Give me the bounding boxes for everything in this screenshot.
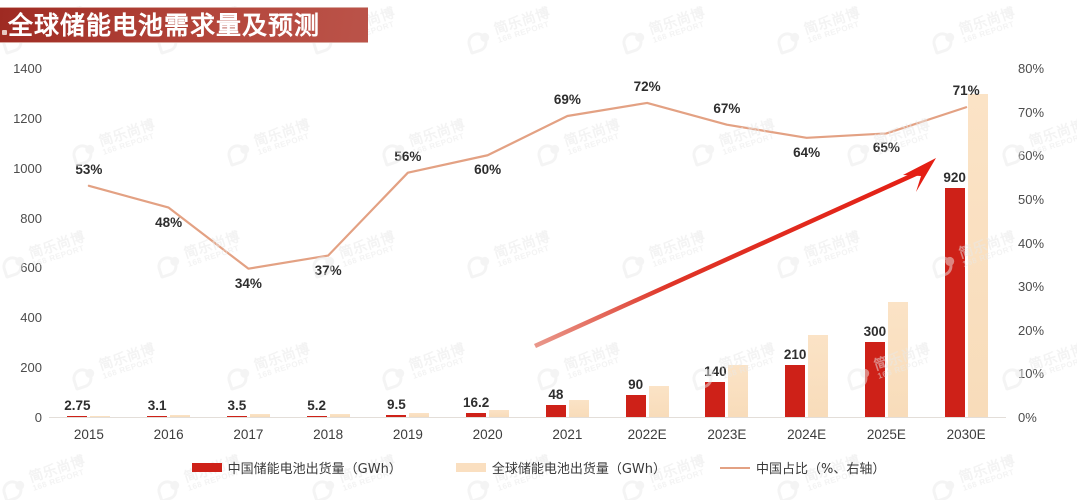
bar-global: [728, 364, 749, 417]
bar-china: [147, 415, 168, 417]
y-axis-right-tick: 10%: [1018, 366, 1045, 382]
legend-item[interactable]: 中国储能电池出货量（GWh）: [191, 458, 402, 477]
y-axis-left-tick: 200: [20, 360, 42, 376]
y-axis-right-tick: 30%: [1018, 279, 1045, 295]
x-axis-tick: 2020: [472, 427, 503, 442]
bar-global: [329, 413, 350, 417]
bar-value-label: 5.2: [307, 397, 327, 413]
x-axis-tick: 2016: [153, 427, 184, 442]
y-axis-left-tick: 1000: [13, 160, 42, 176]
bar-china: [785, 364, 806, 417]
bar-value-label: 9.5: [386, 396, 406, 412]
legend-label: 中国占比（%、右轴）: [755, 462, 886, 477]
y-axis-right-tick: 50%: [1018, 191, 1045, 207]
share-value-label: 65%: [872, 140, 900, 156]
share-value-label: 37%: [314, 262, 342, 278]
bar-china: [306, 415, 327, 417]
y-axis-right-tick: 80%: [1018, 61, 1045, 76]
y-axis-left-tick: 0: [34, 410, 42, 425]
share-value-label: 69%: [553, 91, 581, 107]
bar-value-label: 3.5: [227, 397, 247, 413]
chart-legend: 中国储能电池出货量（GWh） 全球储能电池出货量（GWh） 中国占比（%、右轴）: [0, 458, 1077, 477]
bar-value-label: 210: [783, 346, 807, 362]
bar-value-label: 2.75: [64, 397, 91, 413]
bar-value-label: 140: [704, 364, 727, 380]
chart-title-banner: 全球储能电池需求量及预测: [0, 7, 368, 43]
bar-china: [625, 394, 646, 417]
bar-china: [386, 414, 407, 417]
bar-value-label: 3.1: [147, 397, 167, 413]
bar-global: [249, 414, 270, 417]
share-value-label: 72%: [633, 78, 661, 94]
legend-item[interactable]: 中国占比（%、右轴）: [719, 458, 886, 477]
bar-value-label: 16.2: [462, 394, 490, 410]
y-axis-right-tick: 40%: [1018, 235, 1045, 251]
x-axis-tick: 2018: [313, 427, 344, 442]
share-value-label: 53%: [75, 161, 103, 177]
legend-label: 中国储能电池出货量（GWh）: [227, 462, 402, 477]
bar-global: [170, 415, 191, 417]
share-value-label: 34%: [234, 275, 262, 291]
x-axis-tick: 2015: [73, 427, 104, 442]
bar-global: [648, 385, 669, 417]
y-axis-left-tick: 1400: [13, 61, 42, 76]
bar-china: [705, 382, 726, 417]
legend-swatch-global: [455, 463, 486, 472]
share-value-label: 56%: [394, 148, 422, 164]
bar-china: [944, 187, 965, 417]
banner-accent-dot: [2, 29, 7, 35]
bar-value-label: 48: [548, 387, 564, 403]
y-axis-right-tick: 0%: [1018, 410, 1037, 425]
bar-global: [808, 335, 829, 417]
legend-swatch-china: [191, 463, 222, 472]
x-axis-tick: 2025E: [866, 427, 906, 442]
bar-global: [489, 410, 510, 417]
bar-value-label: 920: [943, 169, 966, 185]
x-axis-line: [49, 417, 1006, 418]
bar-china: [226, 415, 247, 417]
share-value-label: 48%: [155, 214, 183, 230]
legend-label: 全球储能电池出货量（GWh）: [491, 462, 666, 477]
y-axis-right-tick: 60%: [1018, 148, 1045, 164]
bar-china: [466, 412, 487, 417]
bar-china: [67, 415, 88, 417]
share-value-label: 71%: [952, 83, 980, 99]
bar-global: [90, 415, 111, 417]
y-axis-left-tick: 600: [20, 260, 42, 276]
x-axis-tick: 2024E: [787, 427, 827, 442]
y-axis-left-tick: 1200: [13, 110, 42, 126]
bar-global: [409, 412, 430, 417]
share-value-label: 64%: [793, 144, 821, 160]
bar-global: [568, 399, 589, 417]
share-value-label: 60%: [474, 162, 502, 178]
bar-china: [545, 405, 566, 417]
legend-item[interactable]: 全球储能电池出货量（GWh）: [455, 458, 666, 477]
y-axis-right-tick: 20%: [1018, 322, 1045, 338]
y-axis-left-tick: 400: [20, 310, 42, 326]
bar-china: [864, 342, 885, 417]
x-axis-tick: 2023E: [707, 427, 747, 442]
x-axis-tick: 2022E: [627, 427, 667, 442]
share-line-path: [87, 101, 968, 270]
bar-global: [887, 301, 908, 417]
y-axis-left-tick: 800: [20, 210, 42, 226]
share-value-label: 67%: [713, 100, 741, 116]
bar-global: [967, 93, 988, 417]
page-title: 全球储能电池需求量及预测: [8, 10, 321, 40]
bar-value-label: 90: [628, 376, 644, 392]
x-axis-tick: 2030E: [946, 427, 986, 442]
x-axis-tick: 2021: [552, 427, 583, 442]
x-axis-tick: 2019: [392, 427, 423, 442]
legend-swatch-line: [719, 466, 750, 469]
y-axis-right-tick: 70%: [1018, 104, 1045, 120]
x-axis-tick: 2017: [233, 427, 264, 442]
bar-value-label: 300: [863, 324, 887, 340]
